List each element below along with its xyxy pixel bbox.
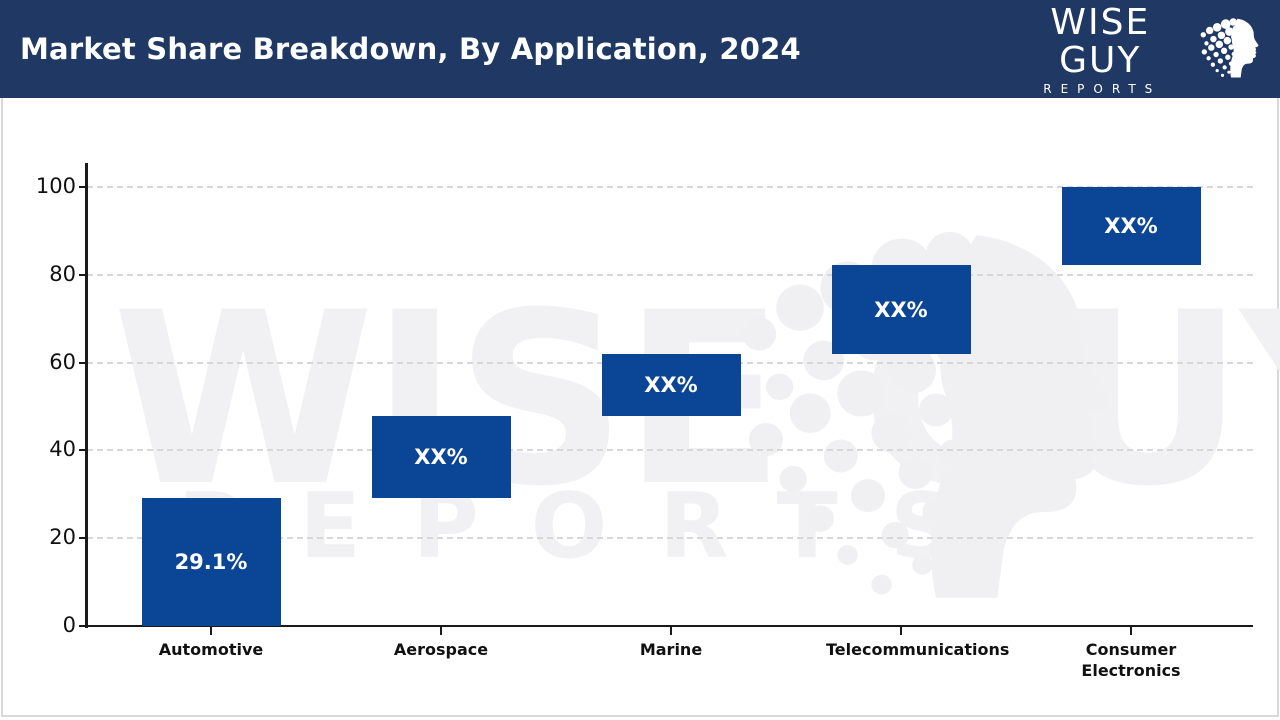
bar-value-label: XX%	[874, 297, 928, 322]
y-axis-tick-label: 80	[49, 261, 76, 286]
y-axis-tick-label: 0	[62, 613, 76, 637]
logo-wordmark-line2: REPORTS	[1043, 81, 1162, 96]
x-axis-tick-mark	[670, 627, 672, 635]
x-axis-category-label: Aerospace	[393, 640, 489, 659]
x-axis-category-label: Consumer Electronics	[1081, 640, 1181, 680]
bar-value-label: XX%	[1104, 214, 1158, 239]
x-axis-category-label: Automotive	[158, 640, 264, 659]
header: Market Share Breakdown, By Application, …	[0, 0, 1280, 98]
y-axis-tick-label: 40	[49, 437, 76, 462]
logo-wordmark: WISE GUY REPORTS	[1006, 4, 1195, 96]
y-axis-tick-mark	[79, 625, 87, 627]
bar-automotive[interactable]: 29.1%	[141, 498, 281, 626]
brand-logo: WISE GUY REPORTS	[1006, 4, 1268, 96]
x-axis-tick-mark	[1130, 627, 1132, 635]
x-axis-tick-mark	[210, 627, 212, 635]
gridline-100	[87, 186, 1253, 188]
y-axis-tick-label: 60	[49, 349, 76, 374]
x-axis-line	[85, 624, 1253, 627]
y-axis-tick-mark	[79, 273, 87, 276]
bar-consumer-electronics[interactable]: XX%	[1061, 187, 1201, 266]
y-axis-tick-label: 100	[35, 174, 76, 198]
y-axis-tick-label: 20	[49, 525, 76, 550]
bar-value-label: XX%	[414, 444, 468, 469]
bar-value-label: XX%	[644, 372, 698, 397]
x-axis-category-label: Telecommunications	[826, 640, 1010, 659]
y-axis-tick-mark	[79, 537, 87, 540]
x-axis-tick-mark	[440, 627, 442, 635]
x-axis-category-label: Marine	[639, 640, 703, 659]
bar-marine[interactable]: XX%	[601, 354, 741, 416]
gridline-40	[87, 449, 1253, 452]
gridline-20	[87, 537, 1253, 540]
page-title: Market Share Breakdown, By Application, …	[20, 32, 801, 66]
y-axis-tick-mark	[79, 361, 87, 364]
bar-value-label: 29.1%	[174, 550, 248, 575]
y-axis-tick-mark	[79, 186, 87, 188]
x-axis-tick-mark	[900, 627, 902, 635]
y-axis-tick-mark	[79, 449, 87, 452]
bar-aerospace[interactable]: XX%	[371, 415, 511, 499]
y-axis-line	[85, 163, 88, 628]
gridline-80	[87, 273, 1253, 276]
bar-telecommunications[interactable]: XX%	[831, 265, 971, 355]
logo-wordmark-line1: WISE GUY	[1050, 2, 1151, 81]
